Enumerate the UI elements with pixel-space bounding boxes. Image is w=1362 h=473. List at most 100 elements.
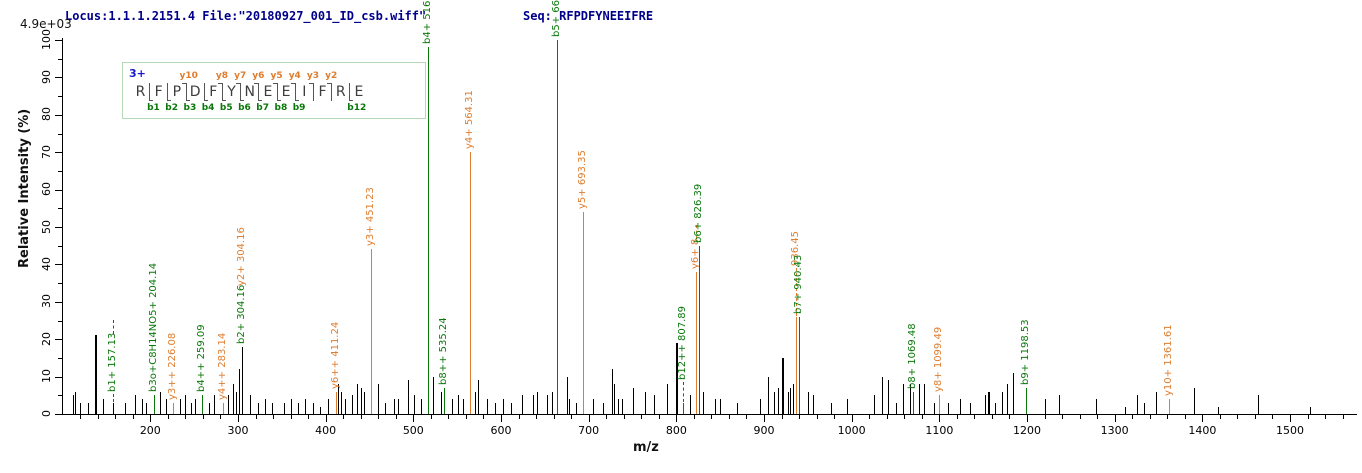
x-minor-tick [202,415,204,419]
spectrum-peak [337,384,339,414]
spectrum-peak [305,399,307,414]
spectrum-peak [236,391,238,414]
x-minor-tick [290,415,292,419]
x-minor-tick [1132,415,1134,419]
spectrum-peak [297,402,299,414]
fragment-mark-bottom-hook [240,100,245,101]
x-minor-tick [693,415,695,419]
spectrum-peak [1257,395,1259,414]
spectrum-peak [421,399,423,414]
b-ion-marker: b2 [165,103,179,113]
x-tick-label: 300 [227,424,249,437]
fragment-mark-bottom-hook [203,100,208,101]
x-minor-tick [781,415,783,419]
spectrum-peak [458,395,460,414]
ion-peak-y [241,346,243,414]
x-minor-tick [167,415,169,419]
spectrum-peak [778,387,780,414]
fragment-mark [185,83,187,101]
ion-peak-y [173,402,175,414]
spectrum-peak [676,342,679,414]
x-minor-tick [343,415,345,419]
spectrum-peak [569,399,571,414]
spectrum-peak [141,399,143,414]
y-tick-label: 80 [40,107,53,122]
spectrum-peak [486,399,488,414]
y-ion-marker: y5 [270,71,283,81]
y-minor-tick [58,208,62,210]
ion-peak-y [695,271,697,414]
x-minor-tick [360,415,362,419]
spectrum-peak [510,402,512,414]
y-tick-label: 50 [40,219,53,234]
spectrum-peak [654,395,656,414]
y-minor-tick [58,395,62,397]
spectrum-peak [344,399,346,414]
fragment-mark-top-hook [236,83,241,84]
x-minor-tick [571,415,573,419]
spectrum-peak [351,395,353,414]
y-tick [55,114,62,116]
spectrum-peak [882,376,884,414]
x-minor-tick [132,415,134,419]
x-minor-tick [1079,415,1081,419]
y-tick-label: 0 [40,410,53,418]
ion-label-y: y4+ 564.31 [463,90,475,150]
ion-label-leader [695,224,697,239]
fragment-mark [221,83,223,101]
x-minor-tick [430,415,432,419]
spectrum-peak [522,395,524,414]
ion-peak-b [153,395,155,414]
x-minor-tick [80,415,82,419]
spectrum-peak [666,384,668,414]
x-tick-label: 200 [139,424,161,437]
ion-label-leader [112,319,114,334]
x-tick-label: 1400 [1188,424,1217,437]
spectrum-peak [258,402,260,414]
b-ion-marker: b8 [274,103,288,113]
spectrum-peak [364,391,366,414]
spectrum-peak [1310,406,1312,414]
x-tick [1202,415,1204,422]
fragment-mark-top-hook [217,83,222,84]
fragment-mark-top-hook [254,83,259,84]
spectrum-peak [618,399,620,414]
ion-label-b: b9+ 1198.53 [1019,319,1031,385]
y-tick-label: 30 [40,294,53,309]
spectrum-peak [124,402,126,414]
spectrum-peak [463,399,465,414]
y-minor-tick [58,320,62,322]
spectrum-peak [536,391,538,414]
spectrum-peak [440,391,442,414]
fragment-mark-top-hook [272,83,277,84]
x-minor-tick [220,415,222,419]
spectrum-peak [190,402,192,414]
residue-letter: F [209,84,218,100]
spectrum-peak [1218,406,1220,414]
y-ion-marker: y4 [288,71,301,81]
ion-label-b: b8+ 1069.48 [906,322,918,389]
spectrum-peak [633,387,635,414]
ion-label-y: y3+ 451.23 [364,187,376,247]
x-tick-label: 700 [578,424,600,437]
fragment-mark-bottom-hook [167,100,172,101]
spectrum-peak [394,399,396,414]
spectrum-peak [919,384,921,414]
x-tick [325,415,327,422]
ion-label-b: b12++ 807.89 [677,305,689,380]
spectrum-peak [984,395,986,414]
spectrum-peak [1059,395,1061,414]
x-axis-title: m/z [633,440,659,455]
spectrum-peak [95,335,98,414]
x-tick [588,415,590,422]
fragment-mark-bottom-hook [149,100,154,101]
x-minor-tick [115,415,117,419]
fragment-mark [149,83,151,101]
ion-peak-b [683,402,685,414]
x-minor-tick [799,415,801,419]
spectrum-peak [995,402,997,414]
x-minor-tick [465,415,467,419]
x-tick-label: 1500 [1275,424,1304,437]
spectrum-peak [451,399,453,414]
fragment-mark-bottom-hook [185,100,190,101]
